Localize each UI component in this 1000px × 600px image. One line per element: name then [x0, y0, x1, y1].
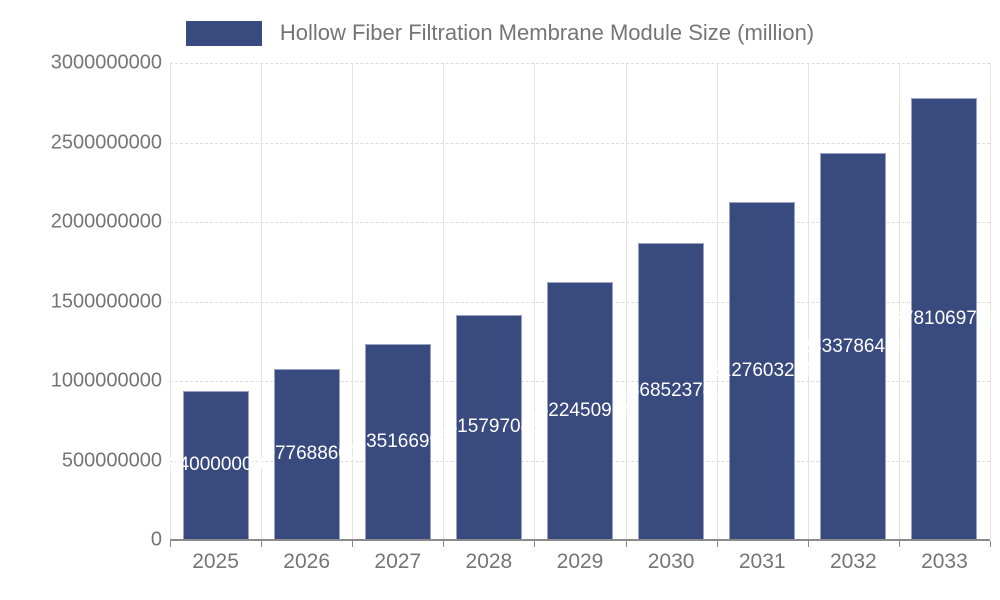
bar-value-label: 1622450914 [527, 400, 633, 422]
x-tick-label: 2031 [738, 550, 786, 573]
v-gridline [717, 63, 718, 540]
bar-2032 [820, 153, 887, 540]
x-tick-label: 2025 [192, 550, 239, 573]
x-axis-tick [808, 541, 809, 547]
bar-value-label: 2127603211 [710, 359, 815, 381]
v-gridline [170, 63, 171, 540]
v-gridline [808, 63, 809, 540]
v-gridline [352, 63, 353, 540]
y-tick-label: 2500000000 [50, 131, 162, 153]
y-tick-label: 1000000000 [50, 369, 162, 392]
x-axis-tick [352, 541, 353, 547]
x-tick-label: 2029 [556, 550, 604, 573]
v-gridline [261, 63, 262, 540]
x-axis-line [170, 539, 990, 541]
bar-2033 [911, 97, 978, 540]
x-axis-tick [899, 541, 900, 547]
y-tick-label: 500000000 [61, 449, 162, 471]
v-gridline [626, 63, 627, 540]
x-axis-tick [443, 541, 444, 547]
h-gridline [170, 63, 990, 64]
bar-value-label: 1415797085 [436, 416, 542, 438]
bar-value-label: 1235166990 [344, 430, 451, 452]
bar-value-label: 2433786414 [800, 335, 907, 357]
x-axis-tick [534, 541, 535, 547]
x-tick-label: 2028 [465, 550, 513, 573]
y-tick-label: 2000000000 [50, 210, 162, 233]
v-gridline [990, 63, 991, 540]
x-tick-label: 2033 [921, 550, 968, 573]
x-axis-tick [990, 541, 991, 547]
v-gridline [899, 63, 900, 540]
x-axis-tick [170, 541, 171, 547]
v-gridline [443, 63, 444, 540]
legend-swatch [185, 20, 262, 46]
plot-area: 0 500000000 1000000000 1500000000 2000000000… [51, 52, 997, 574]
x-tick-label: 2032 [829, 550, 877, 573]
legend: Hollow Fiber Filtration Membrane Module … [0, 20, 1000, 46]
x-tick-label: 2030 [647, 550, 695, 573]
x-axis-tick [626, 541, 627, 547]
h-gridline [170, 142, 990, 144]
bar-value-label: 1868523781 [618, 380, 724, 402]
bar-value-label: 1077688600 [253, 443, 360, 465]
x-tick-label: 2026 [283, 550, 331, 573]
x-axis-tick [717, 541, 718, 547]
bar-2028 [455, 314, 522, 540]
y-tick-label: 0 [150, 528, 162, 551]
legend-label: Hollow Fiber Filtration Membrane Module … [279, 20, 815, 45]
bar-value-label: 2781069711 [892, 307, 997, 329]
bar-2026 [273, 368, 340, 540]
h-gridline [170, 222, 990, 223]
x-axis-tick [261, 541, 262, 547]
bar-2027 [364, 343, 431, 540]
y-tick-label: 1500000000 [50, 290, 162, 312]
v-gridline [534, 63, 535, 540]
bar-2031 [729, 201, 796, 540]
bar-2030 [638, 242, 705, 540]
y-tick-label: 3000000000 [50, 51, 162, 74]
bar-2025 [182, 390, 249, 540]
bar-value-label: 940000000 [167, 454, 264, 476]
bar-2029 [547, 282, 613, 540]
x-tick-label: 2027 [374, 550, 422, 573]
